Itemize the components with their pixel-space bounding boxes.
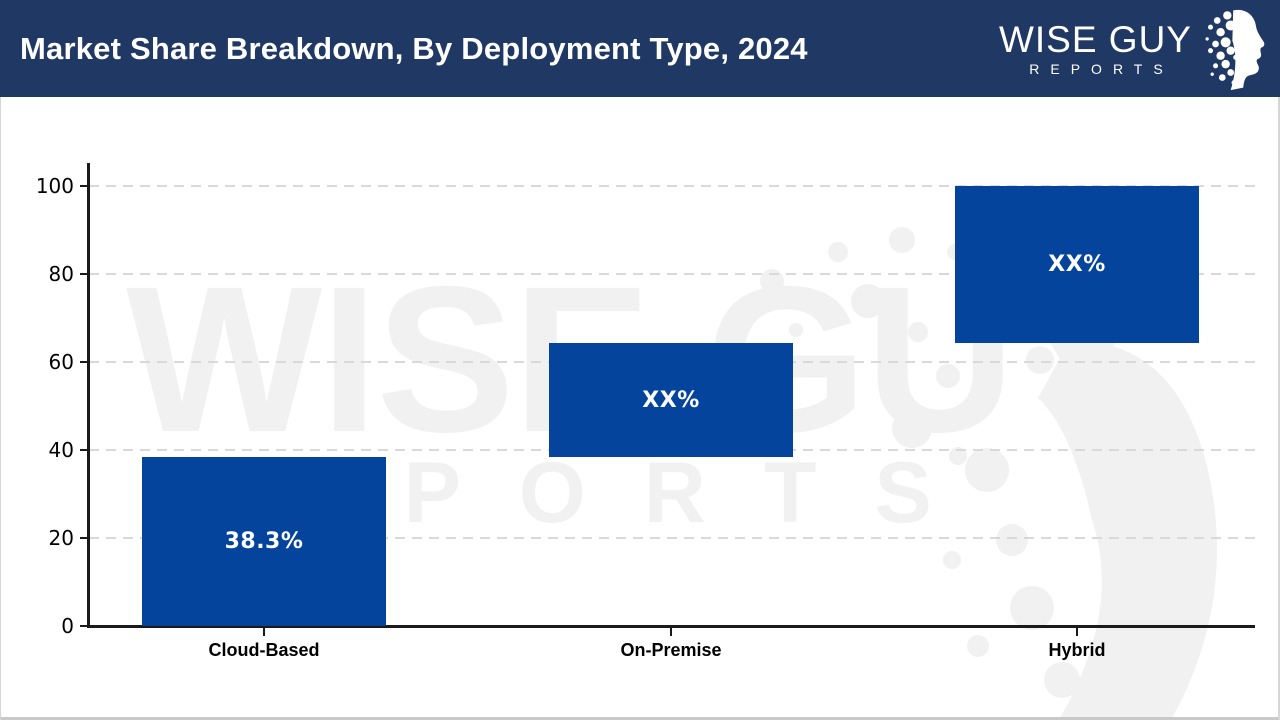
x-tick xyxy=(1076,628,1078,636)
y-tick-label: 0 xyxy=(61,614,74,638)
y-tick xyxy=(80,185,89,187)
x-axis xyxy=(87,625,1255,628)
bar-value-label: XX% xyxy=(1048,252,1106,278)
page-title: Market Share Breakdown, By Deployment Ty… xyxy=(20,30,808,66)
y-tick xyxy=(80,449,89,451)
bar-value-label: XX% xyxy=(642,387,700,413)
logo-text: WISE GUY REPORTS xyxy=(998,19,1192,77)
y-tick xyxy=(80,361,89,363)
bar-value-label: 38.3% xyxy=(224,529,304,555)
y-tick-label: 20 xyxy=(48,526,74,550)
y-tick-label: 40 xyxy=(48,438,74,462)
category-label: On-Premise xyxy=(620,640,722,660)
page-border-left xyxy=(0,97,1,720)
y-tick xyxy=(80,273,89,275)
y-tick-label: 60 xyxy=(48,350,74,374)
x-tick xyxy=(263,628,265,636)
y-tick-label: 80 xyxy=(48,262,74,286)
bar-cloud-based: 38.3% xyxy=(142,457,386,626)
wiseguy-logo: WISE GUY REPORTS xyxy=(999,4,1272,94)
y-tick-label: 100 xyxy=(35,174,74,198)
logo-face-icon xyxy=(1205,9,1265,91)
logo-subtitle: REPORTS xyxy=(1029,60,1174,77)
category-label: Cloud-Based xyxy=(208,640,320,660)
y-tick xyxy=(80,625,89,627)
y-tick xyxy=(80,537,89,539)
header-bar: Market Share Breakdown, By Deployment Ty… xyxy=(0,0,1280,97)
page-border-right xyxy=(1278,97,1280,720)
y-axis xyxy=(87,163,90,628)
category-label: Hybrid xyxy=(1048,640,1106,660)
gridline xyxy=(89,537,1255,539)
x-tick xyxy=(670,628,672,636)
gridline xyxy=(89,273,1255,275)
page-border-bottom xyxy=(0,717,1280,720)
gridline xyxy=(89,185,1255,187)
bar-hybrid: XX% xyxy=(955,186,1199,344)
bar-on-premise: XX% xyxy=(549,343,793,458)
logo-wordmark: WISE GUY xyxy=(998,19,1192,61)
